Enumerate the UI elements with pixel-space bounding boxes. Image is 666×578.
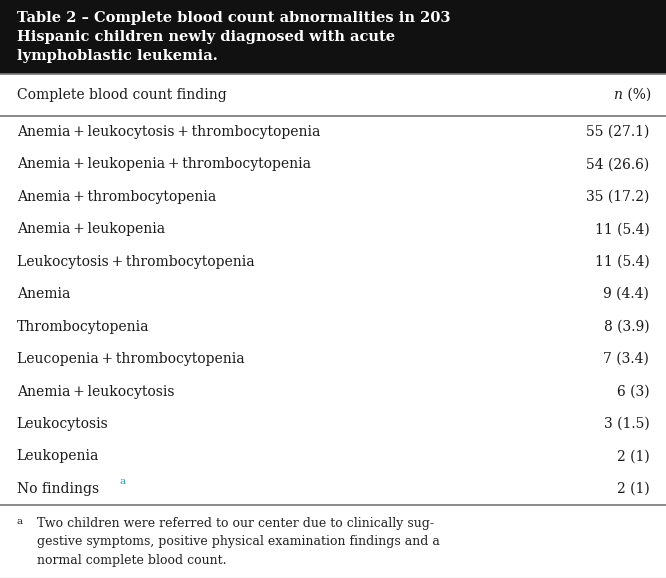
Text: Leukocytosis + thrombocytopenia: Leukocytosis + thrombocytopenia (17, 255, 254, 269)
Text: 7 (3.4): 7 (3.4) (603, 352, 649, 366)
Text: a: a (120, 477, 126, 486)
Bar (0, 510, 666, 578)
Text: 55 (27.1): 55 (27.1) (586, 125, 649, 139)
Text: a: a (17, 517, 23, 525)
Text: 11 (5.4): 11 (5.4) (595, 255, 649, 269)
Bar (0, 0, 666, 74)
Bar (0, 116, 666, 505)
Text: Table 2 – Complete blood count abnormalities in 203
Hispanic children newly diag: Table 2 – Complete blood count abnormali… (17, 11, 450, 63)
Text: Anemia + thrombocytopenia: Anemia + thrombocytopenia (17, 190, 216, 204)
Text: 11 (5.4): 11 (5.4) (595, 222, 649, 236)
Text: Leukocytosis: Leukocytosis (17, 417, 109, 431)
Text: Anemia: Anemia (17, 287, 70, 301)
Text: Thrombocytopenia: Thrombocytopenia (17, 320, 149, 334)
Text: Leucopenia + thrombocytopenia: Leucopenia + thrombocytopenia (17, 352, 244, 366)
Text: 6 (3): 6 (3) (617, 384, 649, 398)
Text: Leukopenia: Leukopenia (17, 450, 99, 464)
Bar (0, 74, 666, 116)
Text: Anemia + leukopenia: Anemia + leukopenia (17, 222, 165, 236)
Text: 2 (1): 2 (1) (617, 450, 649, 464)
Text: 3 (1.5): 3 (1.5) (603, 417, 649, 431)
Text: n: n (613, 88, 621, 102)
Text: 8 (3.9): 8 (3.9) (603, 320, 649, 334)
Text: Anemia + leukocytosis + thrombocytopenia: Anemia + leukocytosis + thrombocytopenia (17, 125, 320, 139)
Text: Complete blood count finding: Complete blood count finding (17, 88, 226, 102)
Text: 9 (4.4): 9 (4.4) (603, 287, 649, 301)
Text: 2 (1): 2 (1) (617, 482, 649, 496)
Text: No findings: No findings (17, 482, 99, 496)
Text: 54 (26.6): 54 (26.6) (586, 157, 649, 171)
Text: Anemia + leukocytosis: Anemia + leukocytosis (17, 384, 174, 398)
Text: Two children were referred to our center due to clinically sug-
  gestive sympto: Two children were referred to our center… (29, 517, 440, 566)
Text: (%): (%) (623, 88, 651, 102)
Text: Anemia + leukopenia + thrombocytopenia: Anemia + leukopenia + thrombocytopenia (17, 157, 310, 171)
Text: 35 (17.2): 35 (17.2) (586, 190, 649, 204)
